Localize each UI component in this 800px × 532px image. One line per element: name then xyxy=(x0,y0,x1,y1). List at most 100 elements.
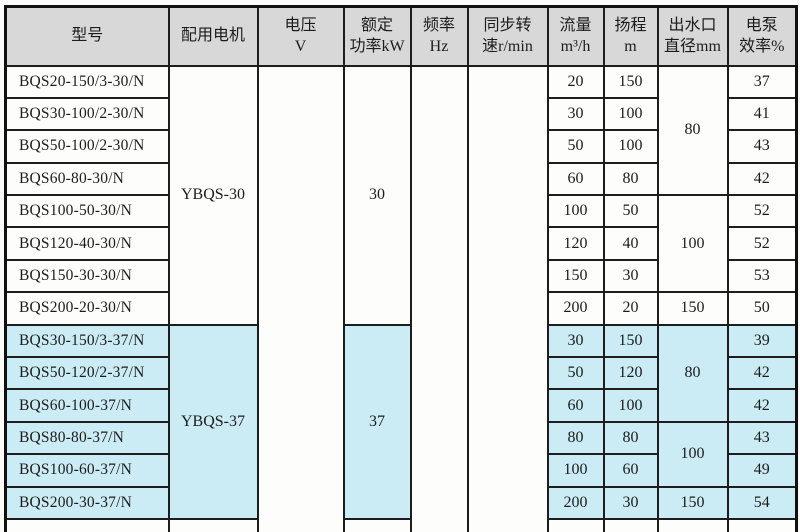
model-cell: BQS50-120/2-37/N xyxy=(4,356,170,391)
table-row: BQS120-40-30/N 120 40 52 xyxy=(4,226,798,261)
head-cell: 150 xyxy=(602,64,659,99)
efficiency-cell: 53 xyxy=(726,258,798,294)
header-motor: 配用电机 xyxy=(167,5,259,67)
efficiency-cell xyxy=(726,517,798,532)
flow-cell: 60 xyxy=(546,161,605,197)
header-outlet-diameter: 出水口 直径mm xyxy=(656,5,729,67)
model-cell: BQS150-30-30/N xyxy=(4,258,170,294)
flow-cell: 80 xyxy=(546,420,605,456)
flow-cell: 200 xyxy=(546,485,605,520)
flow-cell: 50 xyxy=(546,129,605,164)
header-voltage: 电压 V xyxy=(256,5,345,67)
header-frequency: 频率 Hz xyxy=(409,5,469,67)
head-cell: 80 xyxy=(602,161,659,197)
flow-cell: 120 xyxy=(546,226,605,261)
flow-cell: 100 xyxy=(546,194,605,229)
table-row: BQS60-80-30/N 60 80 42 xyxy=(4,161,798,197)
model-cell: BQS100-60-37/N xyxy=(4,453,170,488)
table-row: BQS100-50-30/N 100 50 100 52 xyxy=(4,194,798,294)
header-sync-speed: 同步转 速r/min xyxy=(466,5,549,67)
table-row: BQS150-30-30/N 150 30 53 xyxy=(4,258,798,294)
efficiency-cell: 43 xyxy=(726,420,798,456)
head-cell: 40 xyxy=(602,226,659,261)
header-head: 扬程 m xyxy=(602,5,659,67)
table-row: BQS50-100/2-30/N 50 100 43 xyxy=(4,129,798,164)
power-group-cell: 30 xyxy=(342,64,412,326)
frequency-column-cell xyxy=(409,64,469,532)
table-row: BQS30-150/3-37/N YBQS-37 37 30 150 80 39 xyxy=(4,323,798,520)
flow-cell: 60 xyxy=(546,388,605,423)
table-row: BQS20-150/3-30/N YBQS-30 30 20 150 80 37 xyxy=(4,64,798,532)
voltage-column-cell xyxy=(256,64,345,532)
header-model: 型号 xyxy=(4,5,170,67)
head-cell: 120 xyxy=(602,356,659,391)
table-row: BQS60-100-37/N 60 100 42 xyxy=(4,388,798,423)
efficiency-cell: 42 xyxy=(726,356,798,391)
head-cell: 80 xyxy=(602,420,659,456)
model-cell: BQS30-100/2-30/N xyxy=(4,96,170,132)
power-group-cell: 37 xyxy=(342,323,412,520)
motor-group-cell xyxy=(167,517,259,532)
efficiency-cell: 52 xyxy=(726,194,798,229)
model-cell: BQS20-150/3-30/N xyxy=(4,64,170,99)
motor-group-cell: YBQS-37 xyxy=(167,323,259,520)
outlet-group-cell: 80 xyxy=(656,64,729,197)
table-row: BQS50-120/2-37/N 50 120 42 xyxy=(4,356,798,391)
flow-cell: 30 xyxy=(546,323,605,359)
efficiency-cell: 42 xyxy=(726,388,798,423)
header-flow: 流量 m³/h xyxy=(546,5,605,67)
header-row: 型号 配用电机 电压 V 额定 功率kW 频率 Hz 同步转 速r/min 流量 m³/h… xyxy=(4,5,798,67)
model-cell: BQS100-50-30/N xyxy=(4,194,170,229)
efficiency-cell: 52 xyxy=(726,226,798,261)
flow-cell: 50 xyxy=(546,356,605,391)
head-cell: 100 xyxy=(602,129,659,164)
flow-cell xyxy=(546,517,605,532)
efficiency-cell: 49 xyxy=(726,453,798,488)
header-rated-power: 额定 功率kW xyxy=(342,5,412,67)
model-cell: BQS200-20-30/N xyxy=(4,291,170,326)
efficiency-cell: 37 xyxy=(726,64,798,99)
efficiency-cell: 39 xyxy=(726,323,798,359)
head-cell: 100 xyxy=(602,96,659,132)
flow-cell: 30 xyxy=(546,96,605,132)
outlet-group-cell: 100 xyxy=(656,194,729,294)
model-cell: BQS200-30-37/N xyxy=(4,485,170,520)
efficiency-cell: 42 xyxy=(726,161,798,197)
pump-spec-table: 型号 配用电机 电压 V 额定 功率kW 频率 Hz 同步转 速r/min 流量 m³/h… xyxy=(4,5,798,532)
table-row: BQS200-20-30/N 200 20 150 50 xyxy=(4,291,798,326)
head-cell: 150 xyxy=(602,323,659,359)
efficiency-cell: 41 xyxy=(726,96,798,132)
efficiency-cell: 43 xyxy=(726,129,798,164)
model-cell: BQS80-80-37/N xyxy=(4,420,170,456)
outlet-group-cell: 100 xyxy=(656,420,729,488)
table-row: BQS30-100/2-30/N 30 100 41 xyxy=(4,96,798,132)
flow-cell: 100 xyxy=(546,453,605,488)
flow-cell: 20 xyxy=(546,64,605,99)
outlet-cell xyxy=(656,517,729,532)
flow-cell: 150 xyxy=(546,258,605,294)
head-cell: 100 xyxy=(602,388,659,423)
model-cell: BQS120-40-30/N xyxy=(4,226,170,261)
model-cell xyxy=(4,517,170,532)
outlet-group-cell: 80 xyxy=(656,323,729,423)
head-cell: 30 xyxy=(602,258,659,294)
head-cell: 50 xyxy=(602,194,659,229)
model-cell: BQS50-100/2-30/N xyxy=(4,129,170,164)
outlet-cell: 150 xyxy=(656,485,729,520)
efficiency-cell: 54 xyxy=(726,485,798,520)
motor-group-cell: YBQS-30 xyxy=(167,64,259,326)
head-cell: 60 xyxy=(602,453,659,488)
model-cell: BQS60-80-30/N xyxy=(4,161,170,197)
table-row: BQS100-60-37/N 100 60 49 xyxy=(4,453,798,488)
header-efficiency: 电泵 效率% xyxy=(726,5,798,67)
power-group-cell xyxy=(342,517,412,532)
model-cell: BQS60-100-37/N xyxy=(4,388,170,423)
head-cell: 20 xyxy=(602,291,659,326)
outlet-cell: 150 xyxy=(656,291,729,326)
flow-cell: 200 xyxy=(546,291,605,326)
model-cell: BQS30-150/3-37/N xyxy=(4,323,170,359)
efficiency-cell: 50 xyxy=(726,291,798,326)
table-row: BQS80-80-37/N 80 80 100 43 xyxy=(4,420,798,488)
head-cell: 30 xyxy=(602,485,659,520)
